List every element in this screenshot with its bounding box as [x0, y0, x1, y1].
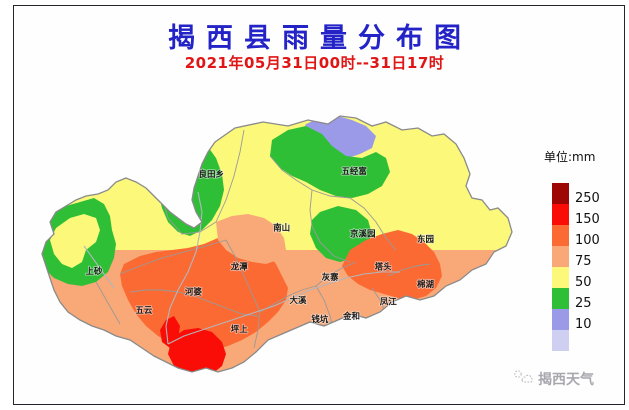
legend-unit-label: 单位:mm — [544, 150, 596, 164]
band-50-75-shangsha-core — [50, 214, 100, 268]
legend-value-label: 75 — [575, 254, 592, 269]
legend-swatch — [552, 225, 569, 246]
township-label: 上砂 — [85, 266, 103, 277]
legend-value-label: 150 — [575, 212, 600, 227]
county-outline — [41, 115, 513, 373]
band-100-150-east — [342, 230, 442, 300]
page-subtitle: 2021年05月31日00时--31日17时 — [184, 54, 445, 72]
legend-row — [552, 330, 622, 351]
page-title: 揭西县雨量分布图 — [168, 23, 472, 54]
legend-swatch — [552, 246, 569, 267]
band-100-150-core — [120, 234, 288, 352]
township-label: 河婆 — [185, 286, 203, 297]
map-canvas: 良田乡上砂 五经富京溪园 南山龙潭河婆坪上 五云 大溪 灰寨钱坑 金和 凤江 塔头 东园棉湖 — [20, 100, 530, 390]
legend-row: 250 — [552, 183, 622, 206]
township-label: 东园 — [417, 234, 434, 245]
legend-swatch — [552, 183, 569, 204]
legend-row: 100 — [552, 225, 622, 248]
township-label: 大溪 — [289, 295, 307, 306]
township-label: 钱坑 — [311, 314, 329, 325]
river-lines — [83, 191, 400, 345]
township-label: 凤江 — [380, 296, 398, 307]
township-label: 灰寨 — [322, 272, 340, 283]
township-label: 京溪园 — [350, 228, 376, 239]
legend-swatch — [552, 309, 569, 330]
band-75-100-nanshan — [216, 214, 286, 264]
township-label: 龙潭 — [230, 262, 249, 273]
township-label: 南山 — [273, 223, 290, 234]
township-boundaries — [95, 129, 431, 349]
township-label: 棉湖 — [417, 279, 435, 290]
legend-row: 50 — [552, 267, 622, 290]
watermark: 揭西天气 — [512, 368, 594, 389]
watermark-text: 揭西天气 — [538, 371, 594, 388]
band-over-150-patch — [168, 328, 226, 372]
legend-value-label: 100 — [575, 233, 600, 248]
township-label: 坪上 — [231, 324, 249, 335]
legend-row: 150 — [552, 204, 622, 227]
township-label: 塔头 — [375, 262, 393, 273]
legend-value-label: 25 — [575, 296, 592, 311]
legend-row: 10 — [552, 309, 622, 332]
legend-value-label: 250 — [575, 191, 600, 206]
band-25-50-wujingfu — [270, 126, 390, 198]
legend-swatch — [552, 330, 569, 351]
cloud-sun-icon — [512, 368, 534, 389]
township-label: 良田乡 — [199, 169, 225, 180]
legend-value-label: 10 — [575, 317, 592, 332]
township-label: 五经富 — [341, 166, 367, 177]
legend-swatch — [552, 267, 569, 288]
rainfall-band-fills — [42, 116, 512, 372]
legend-row: 25 — [552, 288, 622, 311]
legend-swatch — [552, 204, 569, 225]
legend-colorbar: 250 150 100 75 50 25 10 — [552, 183, 622, 351]
township-label: 金和 — [342, 311, 360, 322]
township-label: 五云 — [135, 306, 153, 316]
legend: 单位:mm 250 150 100 75 50 25 10 — [540, 148, 622, 351]
legend-swatch — [552, 288, 569, 309]
legend-row: 75 — [552, 246, 622, 269]
legend-value-label: 50 — [575, 275, 592, 290]
